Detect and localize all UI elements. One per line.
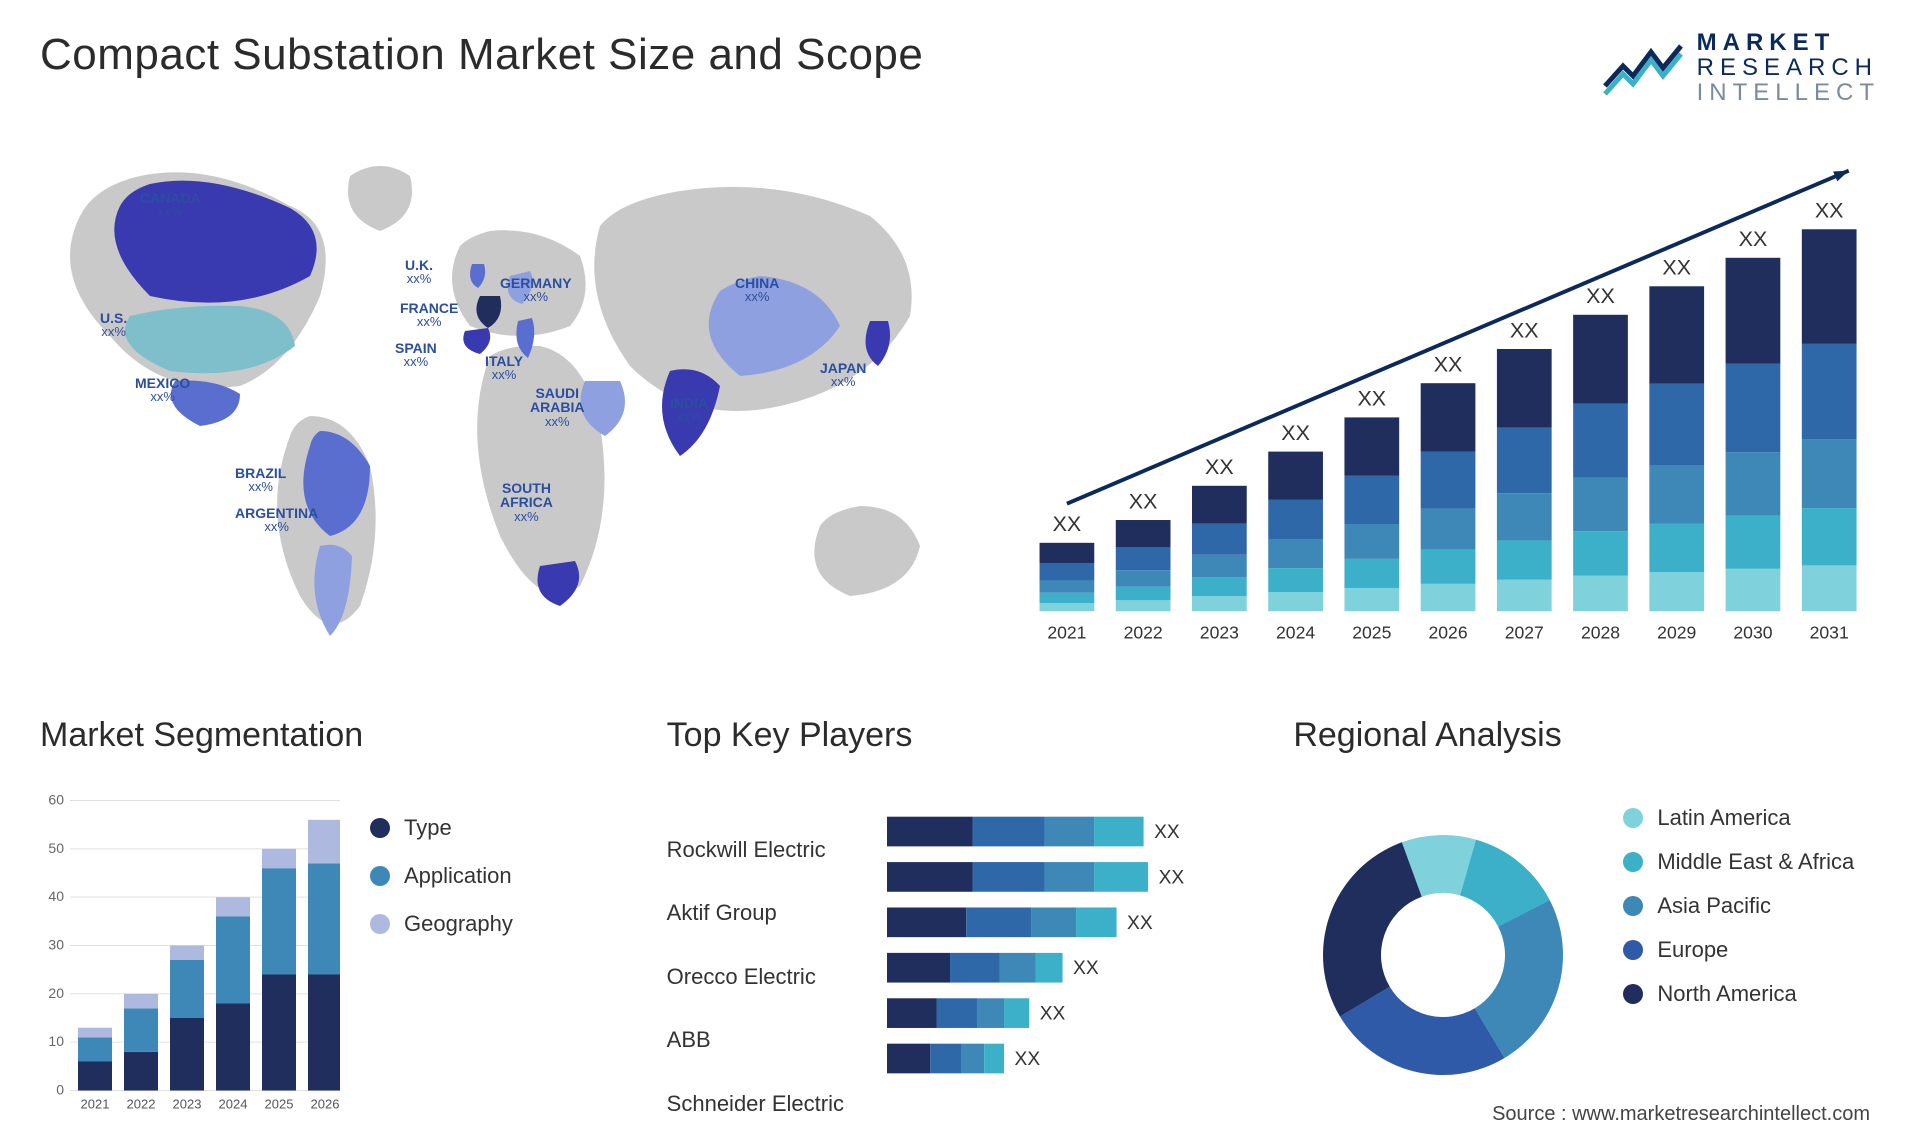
- svg-text:2031: 2031: [1810, 622, 1849, 642]
- svg-text:2022: 2022: [127, 1096, 156, 1111]
- page-root: Compact Substation Market Size and Scope…: [0, 0, 1920, 1146]
- svg-text:2026: 2026: [1428, 622, 1467, 642]
- title-row: Compact Substation Market Size and Scope…: [40, 30, 1880, 106]
- growth-chart-panel: XX 2021 XX 2022 XX 2023 XX 2024 XX 2025 XX 2026 XX 20…: [980, 136, 1880, 676]
- svg-text:XX: XX: [1434, 352, 1463, 376]
- svg-text:XX: XX: [1158, 867, 1184, 888]
- svg-text:2029: 2029: [1657, 622, 1696, 642]
- svg-text:XX: XX: [1205, 455, 1234, 479]
- svg-text:XX: XX: [1586, 284, 1615, 308]
- country-label: MEXICOxx%: [135, 376, 190, 404]
- world-map-panel: CANADAxx% U.S.xx% MEXICOxx% BRAZILxx% ARGENT…: [40, 136, 980, 676]
- svg-text:XX: XX: [1510, 318, 1539, 342]
- svg-text:2027: 2027: [1505, 622, 1544, 642]
- svg-text:XX: XX: [1127, 912, 1153, 933]
- svg-text:2023: 2023: [1200, 622, 1239, 642]
- svg-text:XX: XX: [1053, 512, 1082, 536]
- svg-text:XX: XX: [1815, 198, 1844, 222]
- svg-text:40: 40: [48, 888, 64, 904]
- key-players-panel: Top Key Players Rockwill Electric Aktif G…: [667, 716, 1254, 1136]
- regional-legend-item: Asia Pacific: [1623, 893, 1880, 919]
- svg-text:XX: XX: [1039, 1003, 1065, 1024]
- country-label: ITALYxx%: [485, 354, 523, 382]
- svg-text:XX: XX: [1014, 1049, 1040, 1070]
- svg-text:50: 50: [48, 839, 64, 855]
- country-label: FRANCExx%: [400, 301, 458, 329]
- segmentation-legend-item: Application: [370, 863, 627, 889]
- brand-mark-icon: [1603, 38, 1683, 98]
- svg-text:2025: 2025: [265, 1096, 294, 1111]
- regional-legend-item: Middle East & Africa: [1623, 849, 1880, 875]
- svg-text:XX: XX: [1073, 958, 1099, 979]
- svg-text:2021: 2021: [81, 1096, 110, 1111]
- regional-legend: Latin America Middle East & Africa Asia Pa…: [1593, 775, 1880, 1136]
- upper-row: CANADAxx% U.S.xx% MEXICOxx% BRAZILxx% ARGENT…: [40, 136, 1880, 676]
- key-player-name: Rockwill Electric: [667, 837, 887, 863]
- svg-text:2028: 2028: [1581, 622, 1620, 642]
- country-label: CHINAxx%: [735, 276, 779, 304]
- segmentation-title: Market Segmentation: [40, 716, 627, 755]
- svg-text:10: 10: [48, 1033, 64, 1049]
- country-label: INDIAxx%: [670, 396, 708, 424]
- brand-line1: MARKET: [1697, 30, 1880, 55]
- svg-text:2024: 2024: [219, 1096, 248, 1111]
- segmentation-legend-item: Type: [370, 815, 627, 841]
- key-players-title: Top Key Players: [667, 716, 1254, 755]
- country-label: SOUTHAFRICAxx%: [500, 481, 553, 524]
- key-players-names: Rockwill Electric Aktif Group Orecco Elect…: [667, 775, 887, 1136]
- svg-text:XX: XX: [1281, 420, 1310, 444]
- svg-text:2024: 2024: [1276, 622, 1315, 642]
- segmentation-legend-item: Geography: [370, 911, 627, 937]
- svg-text:2023: 2023: [173, 1096, 202, 1111]
- segmentation-legend: Type Application Geography: [340, 775, 627, 1136]
- svg-text:XX: XX: [1154, 822, 1180, 843]
- svg-text:0: 0: [56, 1081, 64, 1097]
- svg-text:XX: XX: [1357, 386, 1386, 410]
- lower-row: Market Segmentation 0 10 20 30 40 50 60 2021 202…: [40, 716, 1880, 1136]
- brand-line3: INTELLECT: [1697, 80, 1880, 105]
- regional-legend-item: Europe: [1623, 937, 1880, 963]
- regional-legend-item: Latin America: [1623, 805, 1880, 831]
- svg-text:XX: XX: [1739, 227, 1768, 251]
- segmentation-chart-svg: 0 10 20 30 40 50 60 2021 2022 2023 2024 2025 2026: [40, 775, 340, 1136]
- country-label: SAUDIARABIAxx%: [530, 386, 584, 429]
- svg-text:2022: 2022: [1124, 622, 1163, 642]
- svg-text:30: 30: [48, 936, 64, 952]
- country-label: U.K.xx%: [405, 258, 433, 286]
- source-text: Source : www.marketresearchintellect.com: [1492, 1103, 1870, 1126]
- regional-donut-svg: [1313, 825, 1573, 1085]
- country-label: SPAINxx%: [395, 341, 437, 369]
- regional-title: Regional Analysis: [1293, 716, 1880, 755]
- key-player-name: Aktif Group: [667, 900, 887, 926]
- svg-text:2026: 2026: [311, 1096, 340, 1111]
- svg-text:2025: 2025: [1352, 622, 1391, 642]
- key-players-chart-svg: XX XX XX XX XX XX: [887, 775, 1254, 1136]
- key-player-name: ABB: [667, 1027, 887, 1053]
- country-label: GERMANYxx%: [500, 276, 572, 304]
- regional-panel: Regional Analysis Latin America Middle Ea…: [1293, 716, 1880, 1136]
- country-label: U.S.xx%: [100, 311, 127, 339]
- page-title: Compact Substation Market Size and Scope: [40, 30, 923, 80]
- country-label: BRAZILxx%: [235, 466, 286, 494]
- key-player-name: Orecco Electric: [667, 964, 887, 990]
- regional-legend-item: North America: [1623, 981, 1880, 1007]
- country-label: CANADAxx%: [140, 191, 201, 219]
- svg-text:2030: 2030: [1733, 622, 1772, 642]
- brand-logo: MARKET RESEARCH INTELLECT: [1603, 30, 1880, 106]
- svg-text:XX: XX: [1662, 255, 1691, 279]
- brand-text: MARKET RESEARCH INTELLECT: [1697, 30, 1880, 106]
- brand-line2: RESEARCH: [1697, 55, 1880, 80]
- regional-donut-wrap: [1293, 775, 1593, 1136]
- svg-text:20: 20: [48, 984, 64, 1000]
- svg-text:2021: 2021: [1047, 622, 1086, 642]
- growth-chart-svg: XX 2021 XX 2022 XX 2023 XX 2024 XX 2025 XX 2026 XX 20…: [1020, 136, 1880, 676]
- svg-text:XX: XX: [1129, 489, 1158, 513]
- segmentation-panel: Market Segmentation 0 10 20 30 40 50 60 2021 202…: [40, 716, 627, 1136]
- key-player-name: Schneider Electric: [667, 1091, 887, 1117]
- country-label: ARGENTINAxx%: [235, 506, 318, 534]
- svg-text:60: 60: [48, 791, 64, 807]
- country-label: JAPANxx%: [820, 361, 866, 389]
